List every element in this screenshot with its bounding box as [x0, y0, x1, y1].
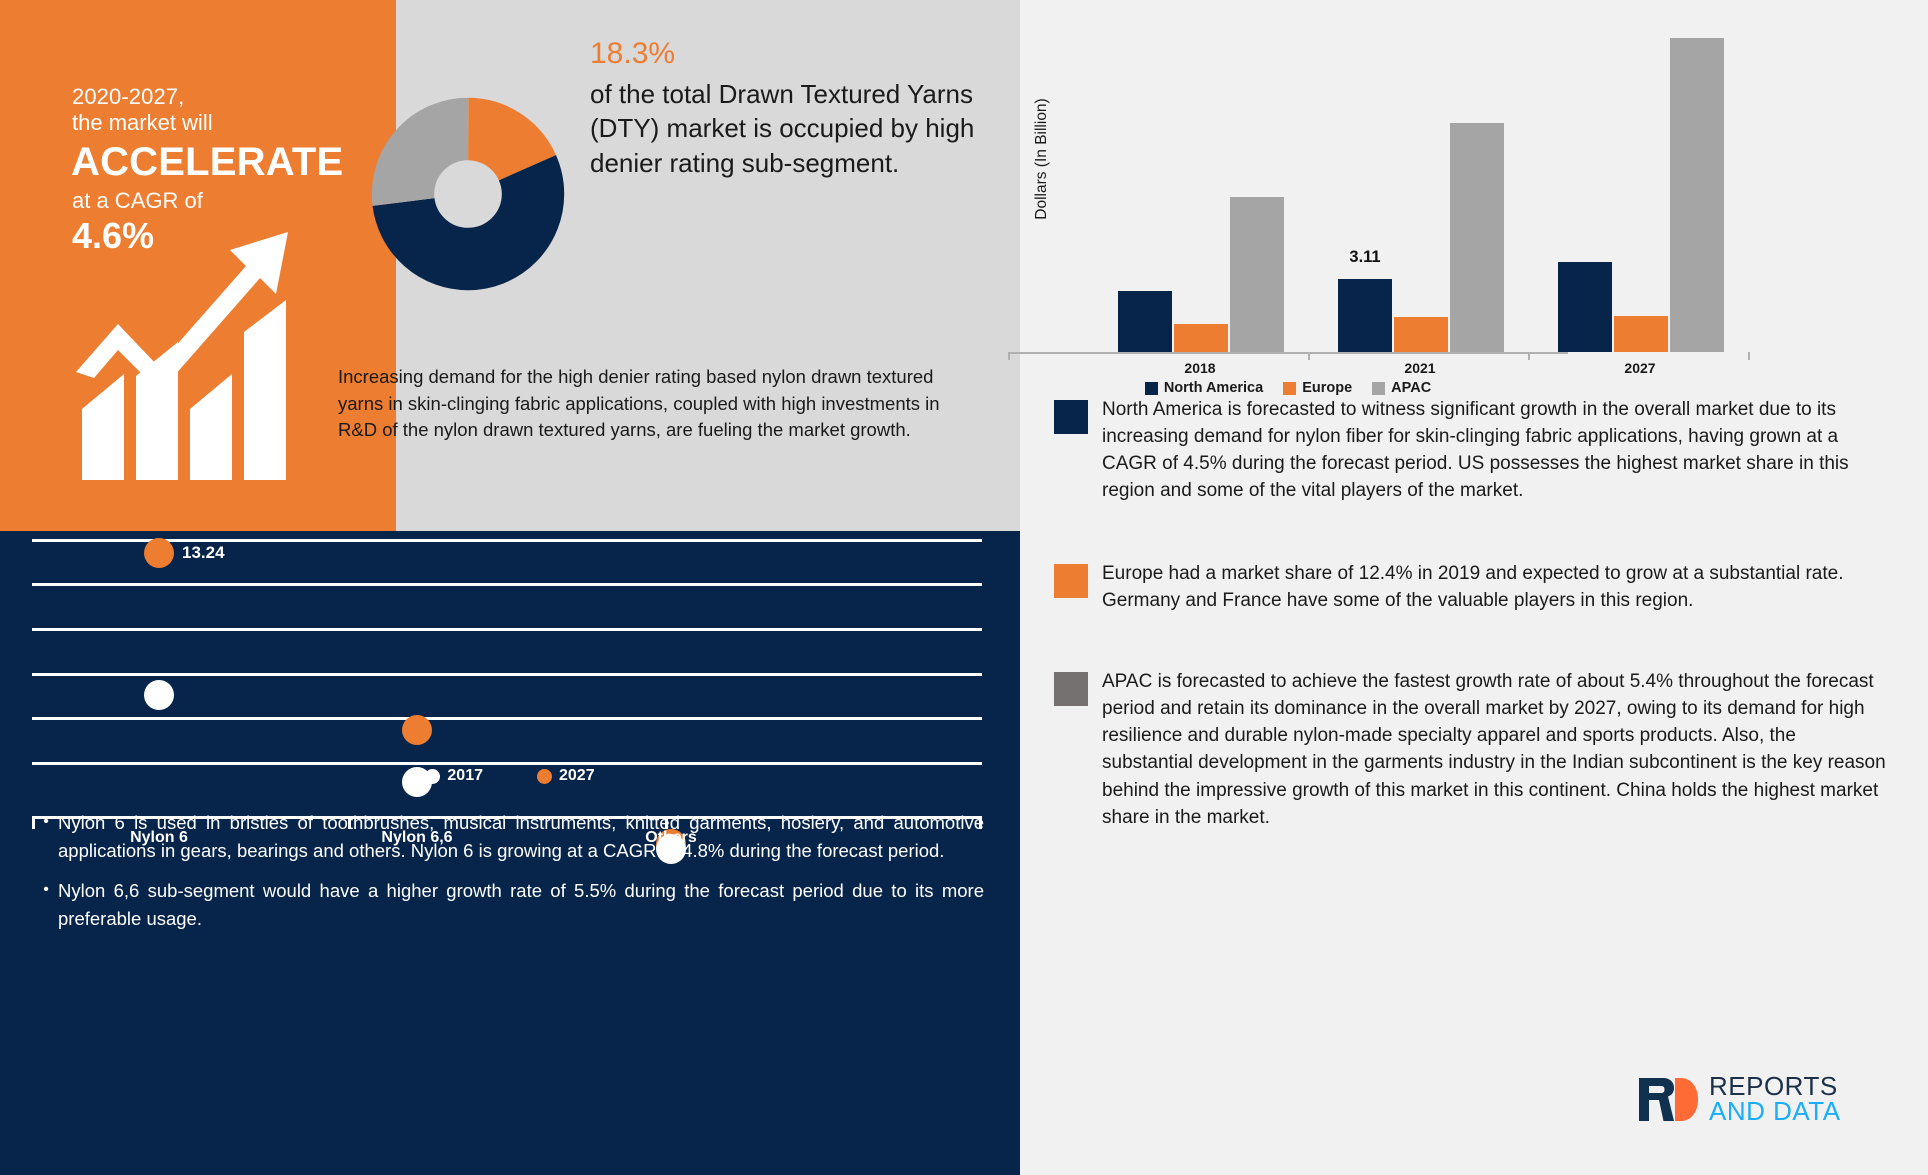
donut-chart [338, 64, 598, 324]
donut-slice-gray [371, 97, 565, 291]
donut-headline-percent: 18.3% [590, 37, 676, 70]
bar-value-label-2021-na: 3.11 [1349, 248, 1381, 266]
logo-text-and-data: AND DATA [1709, 1096, 1841, 1127]
region-swatch-apac-icon [1054, 672, 1088, 706]
dot-plot-axis-tick [348, 816, 351, 829]
donut-chart-svg [371, 97, 565, 291]
region-text-north-america: North America is forecasted to witness s… [1102, 399, 1849, 502]
logo-text-reports: REPORTS [1709, 1071, 1838, 1101]
bullet-text-nylon6: Nylon 6 is used in bristles of toothbrus… [58, 812, 984, 862]
list-item: • Nylon 6 is used in bristles of toothbr… [34, 809, 984, 865]
cagr-label: at a CAGR of [72, 188, 203, 214]
dot-plot-gridline [32, 583, 982, 586]
cagr-value: 4.6% [72, 215, 155, 257]
bar-legend-label-europe: Europe [1302, 380, 1353, 396]
bar-axis-tick [1748, 352, 1750, 360]
region-block-north-america: North America is forecasted to witness s… [1054, 396, 1892, 505]
bullet-text-nylon66: Nylon 6,6 sub-segment would have a highe… [58, 880, 984, 930]
legend-swatch-europe-icon [1283, 381, 1297, 395]
bar-2018-europe [1174, 324, 1228, 352]
bar-legend-item-apac: APAC [1372, 380, 1431, 396]
donut-highlight-panel: 18.3% of the total Drawn Textured Yarns … [338, 0, 1020, 531]
bar-axis-tick [1308, 352, 1310, 360]
bar-chart-plot-area: 3.11 [1008, 0, 1724, 352]
region-swatch-europe-icon [1054, 564, 1088, 598]
bar-2018-apac [1230, 197, 1284, 352]
cagr-period: 2020-2027, [72, 84, 185, 109]
dot-plot-axis-tick [665, 816, 668, 829]
dot-2027-nylon66 [402, 715, 432, 745]
bar-legend-item-north-america: North America [1144, 380, 1264, 396]
regional-market-bar-chart: Dollars (In Billion) 3.11 2018 2021 2027 [1008, 0, 1928, 410]
bar-legend-item-europe: Europe [1283, 380, 1352, 396]
region-block-apac: APAC is forecasted to achieve the fastes… [1054, 668, 1892, 831]
bar-2027-north-america [1558, 262, 1612, 352]
dot-plot-gridline [32, 717, 982, 720]
dot-plot-gridline [32, 628, 982, 631]
dot-plot-category-others: Others [645, 829, 697, 846]
bar-2027-europe [1614, 316, 1668, 352]
nylon-bullet-list: • Nylon 6 is used in bristles of toothbr… [34, 809, 984, 945]
donut-headline-block: 18.3% of the total Drawn Textured Yarns … [590, 34, 1010, 181]
cagr-subtitle: the market will [72, 109, 213, 135]
region-swatch-north-america-icon [1054, 400, 1088, 434]
bar-2027-apac [1670, 38, 1724, 352]
cagr-text-block: 2020-2027, the market will ACCELERATE at… [71, 84, 344, 258]
bar-chart-legend: North America Europe APAC [1008, 380, 1568, 396]
dot-plot-legend: 2017 2027 [0, 767, 1020, 785]
bullet-dot-icon: • [43, 813, 49, 830]
dot-legend-label-2027: 2027 [559, 767, 595, 784]
dot-plot-category-nylon66: Nylon 6,6 [381, 829, 453, 846]
regional-analysis-panel: Dollars (In Billion) 3.11 2018 2021 2027 [1008, 0, 1928, 1175]
cagr-highlight-panel: 2020-2027, the market will ACCELERATE at… [0, 0, 396, 531]
logo-wordmark: REPORTS AND DATA [1709, 1071, 1841, 1127]
dot-plot-category-nylon6: Nylon 6 [130, 829, 188, 846]
donut-slice-navy [371, 97, 565, 291]
legend-swatch-north-america-icon [1144, 381, 1158, 395]
dot-legend-label-2017: 2017 [447, 767, 483, 784]
donut-headline-text: of the total Drawn Textured Yarns (DTY) … [590, 78, 975, 179]
nylon-type-panel: 13.24 Nylon 6 Nylon 6,6 Others 2017 2027… [0, 531, 1020, 1175]
bar-axis-tick [1008, 352, 1010, 360]
bar-legend-label-north-america: North America [1163, 380, 1264, 396]
dot-plot-gridline [32, 673, 982, 676]
list-item: • Nylon 6,6 sub-segment would have a hig… [34, 877, 984, 933]
nylon-type-dot-plot: 13.24 Nylon 6 Nylon 6,6 Others [32, 529, 982, 864]
region-block-europe: Europe had a market share of 12.4% in 20… [1054, 560, 1892, 614]
growth-arrow-bar-chart-icon [76, 232, 288, 480]
dot-plot-gridline [32, 762, 982, 765]
dot-legend-item-2017: 2017 [425, 767, 483, 785]
rd-monogram-icon [1639, 1077, 1698, 1121]
dot-legend-item-2027: 2027 [537, 767, 595, 785]
bar-legend-label-apac: APAC [1391, 380, 1432, 396]
dot-plot-axis-tick [32, 816, 35, 829]
bar-category-2021: 2021 [1404, 360, 1436, 376]
legend-swatch-2027-icon [537, 768, 552, 784]
bar-2021-north-america [1338, 279, 1392, 352]
bar-axis-tick [1528, 352, 1530, 360]
dot-plot-gridline [32, 539, 982, 542]
dot-value-label: 13.24 [182, 543, 225, 562]
bar-2021-europe [1394, 317, 1448, 352]
bar-category-2018: 2018 [1184, 360, 1216, 376]
reports-and-data-logo[interactable]: REPORTS AND DATA [1637, 1071, 1841, 1127]
dot-2027-nylon6 [144, 538, 174, 568]
legend-swatch-apac-icon [1372, 381, 1386, 395]
bullet-dot-icon: • [43, 881, 49, 899]
bar-category-2027: 2027 [1624, 360, 1656, 376]
legend-swatch-2017-icon [425, 768, 441, 784]
logo-letter-r [1639, 1077, 1674, 1121]
bar-2021-apac [1450, 123, 1504, 352]
donut-supporting-paragraph: Increasing demand for the high denier ra… [338, 366, 940, 441]
bar-chart-x-axis [1008, 352, 1568, 354]
dot-2017-others [656, 834, 686, 864]
dot-2017-nylon6 [144, 680, 174, 710]
dot-plot-axis-tick [979, 816, 982, 829]
region-text-apac: APAC is forecasted to achieve the fastes… [1102, 671, 1886, 828]
logo-letter-d [1675, 1077, 1698, 1121]
region-text-europe: Europe had a market share of 12.4% in 20… [1102, 563, 1844, 612]
dot-plot-x-axis [32, 816, 982, 819]
cagr-accelerate-word: ACCELERATE [71, 139, 344, 184]
bar-2018-north-america [1118, 291, 1172, 352]
